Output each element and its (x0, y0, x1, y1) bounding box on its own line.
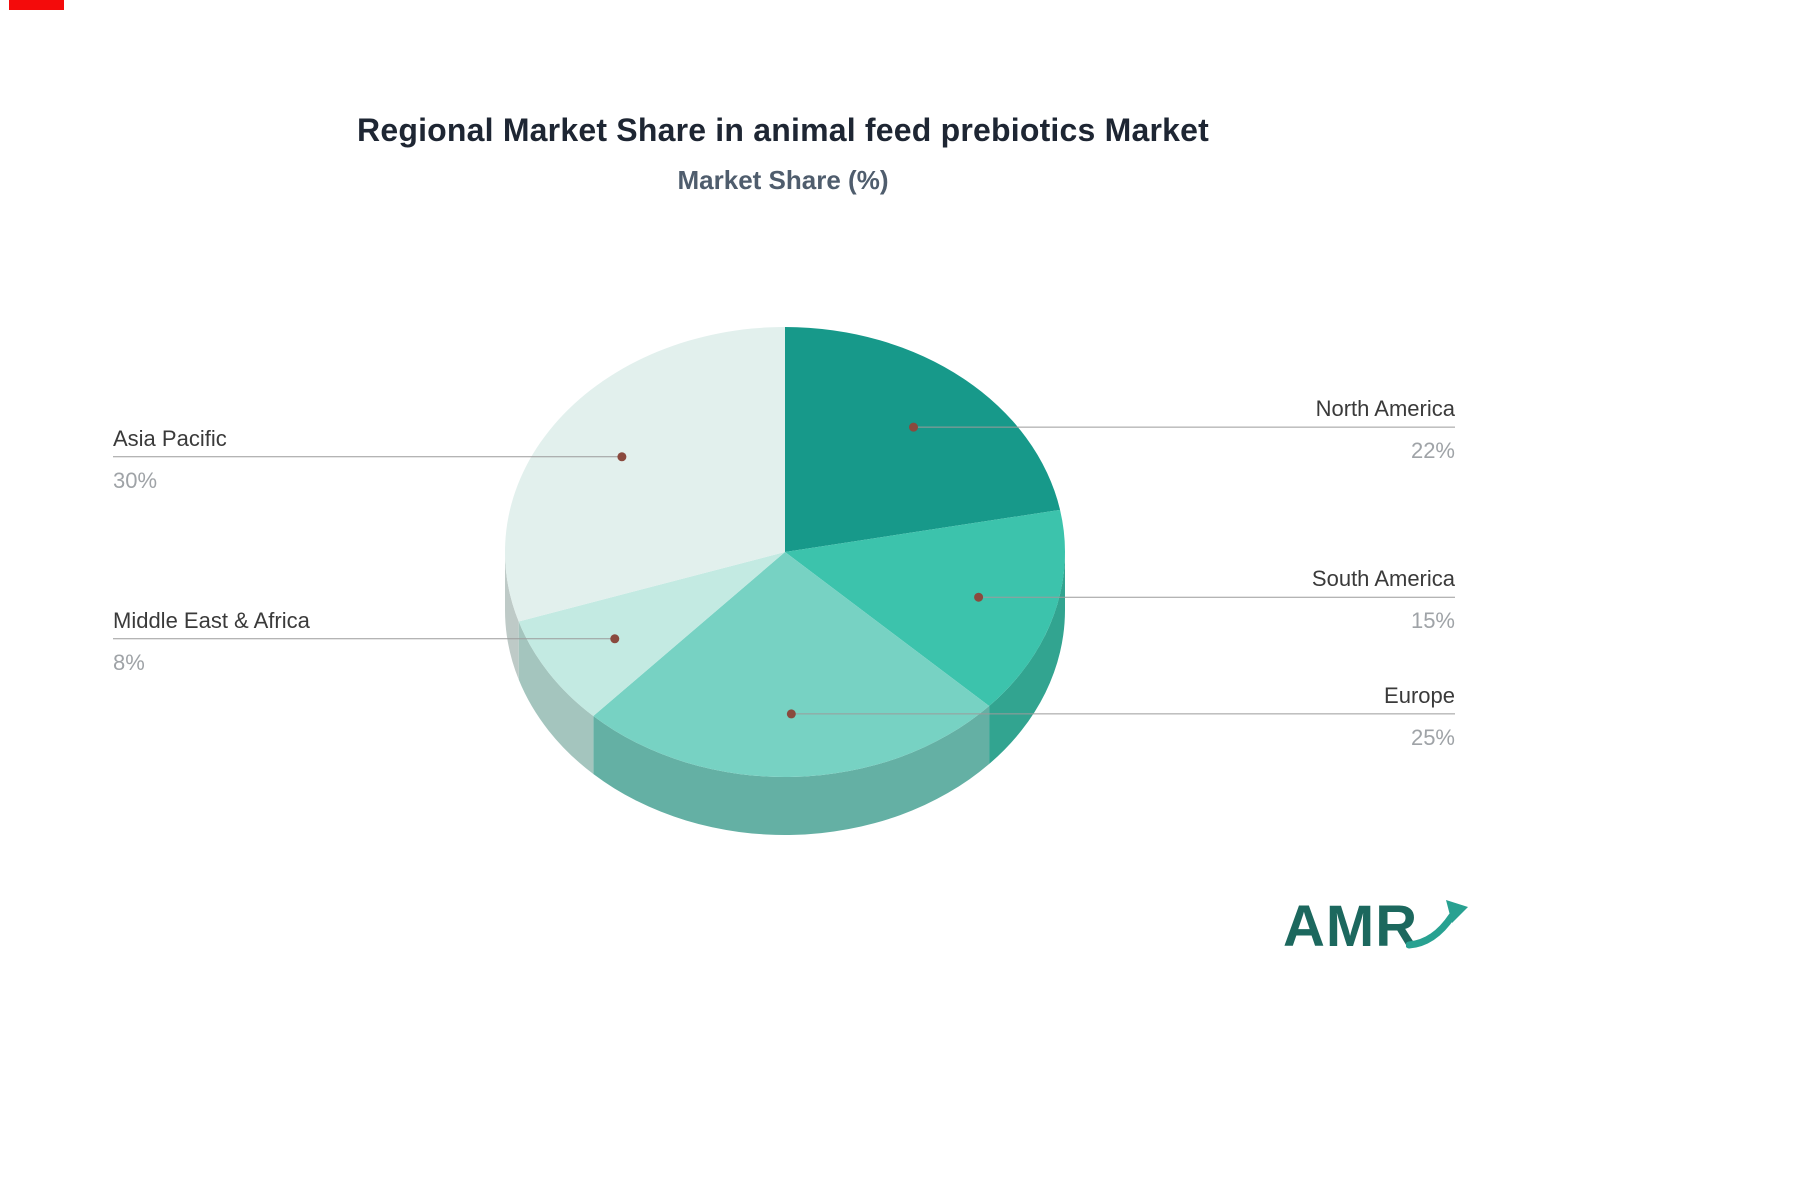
slice-marker-asia-pacific (617, 452, 627, 462)
chart-header: Regional Market Share in animal feed pre… (0, 112, 1566, 196)
slice-label-europe: Europe (1384, 683, 1455, 708)
pie-slice-south-america[interactable] (785, 509, 1065, 707)
pie-slice-middle-east-africa[interactable] (518, 552, 785, 717)
slice-marker-south-america (974, 592, 984, 602)
pie-slice-asia-pacific[interactable] (504, 326, 785, 622)
amr-logo-text: AMR (1283, 894, 1419, 959)
pie-slice-side-asia-pacific (505, 552, 519, 680)
slice-label-middle-east-africa: Middle East & Africa (113, 608, 311, 633)
slice-label-north-america: North America (1316, 396, 1456, 421)
slice-value-asia-pacific: 30% (113, 468, 157, 493)
slice-marker-europe (786, 709, 796, 719)
chart-subtitle: Market Share (%) (677, 165, 889, 195)
slice-value-middle-east-africa: 8% (113, 650, 145, 675)
pie-slice-europe[interactable] (593, 552, 990, 777)
pie-slice-side-middle-east-africa (518, 621, 594, 775)
slice-marker-middle-east-africa (610, 634, 620, 644)
amr-logo: AMR (1283, 898, 1470, 956)
slice-label-south-america: South America (1312, 566, 1456, 591)
corner-artifact (9, 0, 64, 10)
slice-value-south-america: 15% (1411, 608, 1455, 633)
slice-label-asia-pacific: Asia Pacific (113, 426, 227, 451)
chart-title: Regional Market Share in animal feed pre… (357, 112, 1209, 148)
slice-value-north-america: 22% (1411, 438, 1455, 463)
pie-slice-north-america[interactable] (785, 327, 1061, 552)
pie-slice-side-south-america (989, 552, 1065, 765)
slice-value-europe: 25% (1411, 725, 1455, 750)
amr-logo-arrow-icon (1406, 900, 1469, 949)
slice-marker-north-america (909, 422, 918, 432)
pie-slice-side-europe (593, 706, 990, 835)
